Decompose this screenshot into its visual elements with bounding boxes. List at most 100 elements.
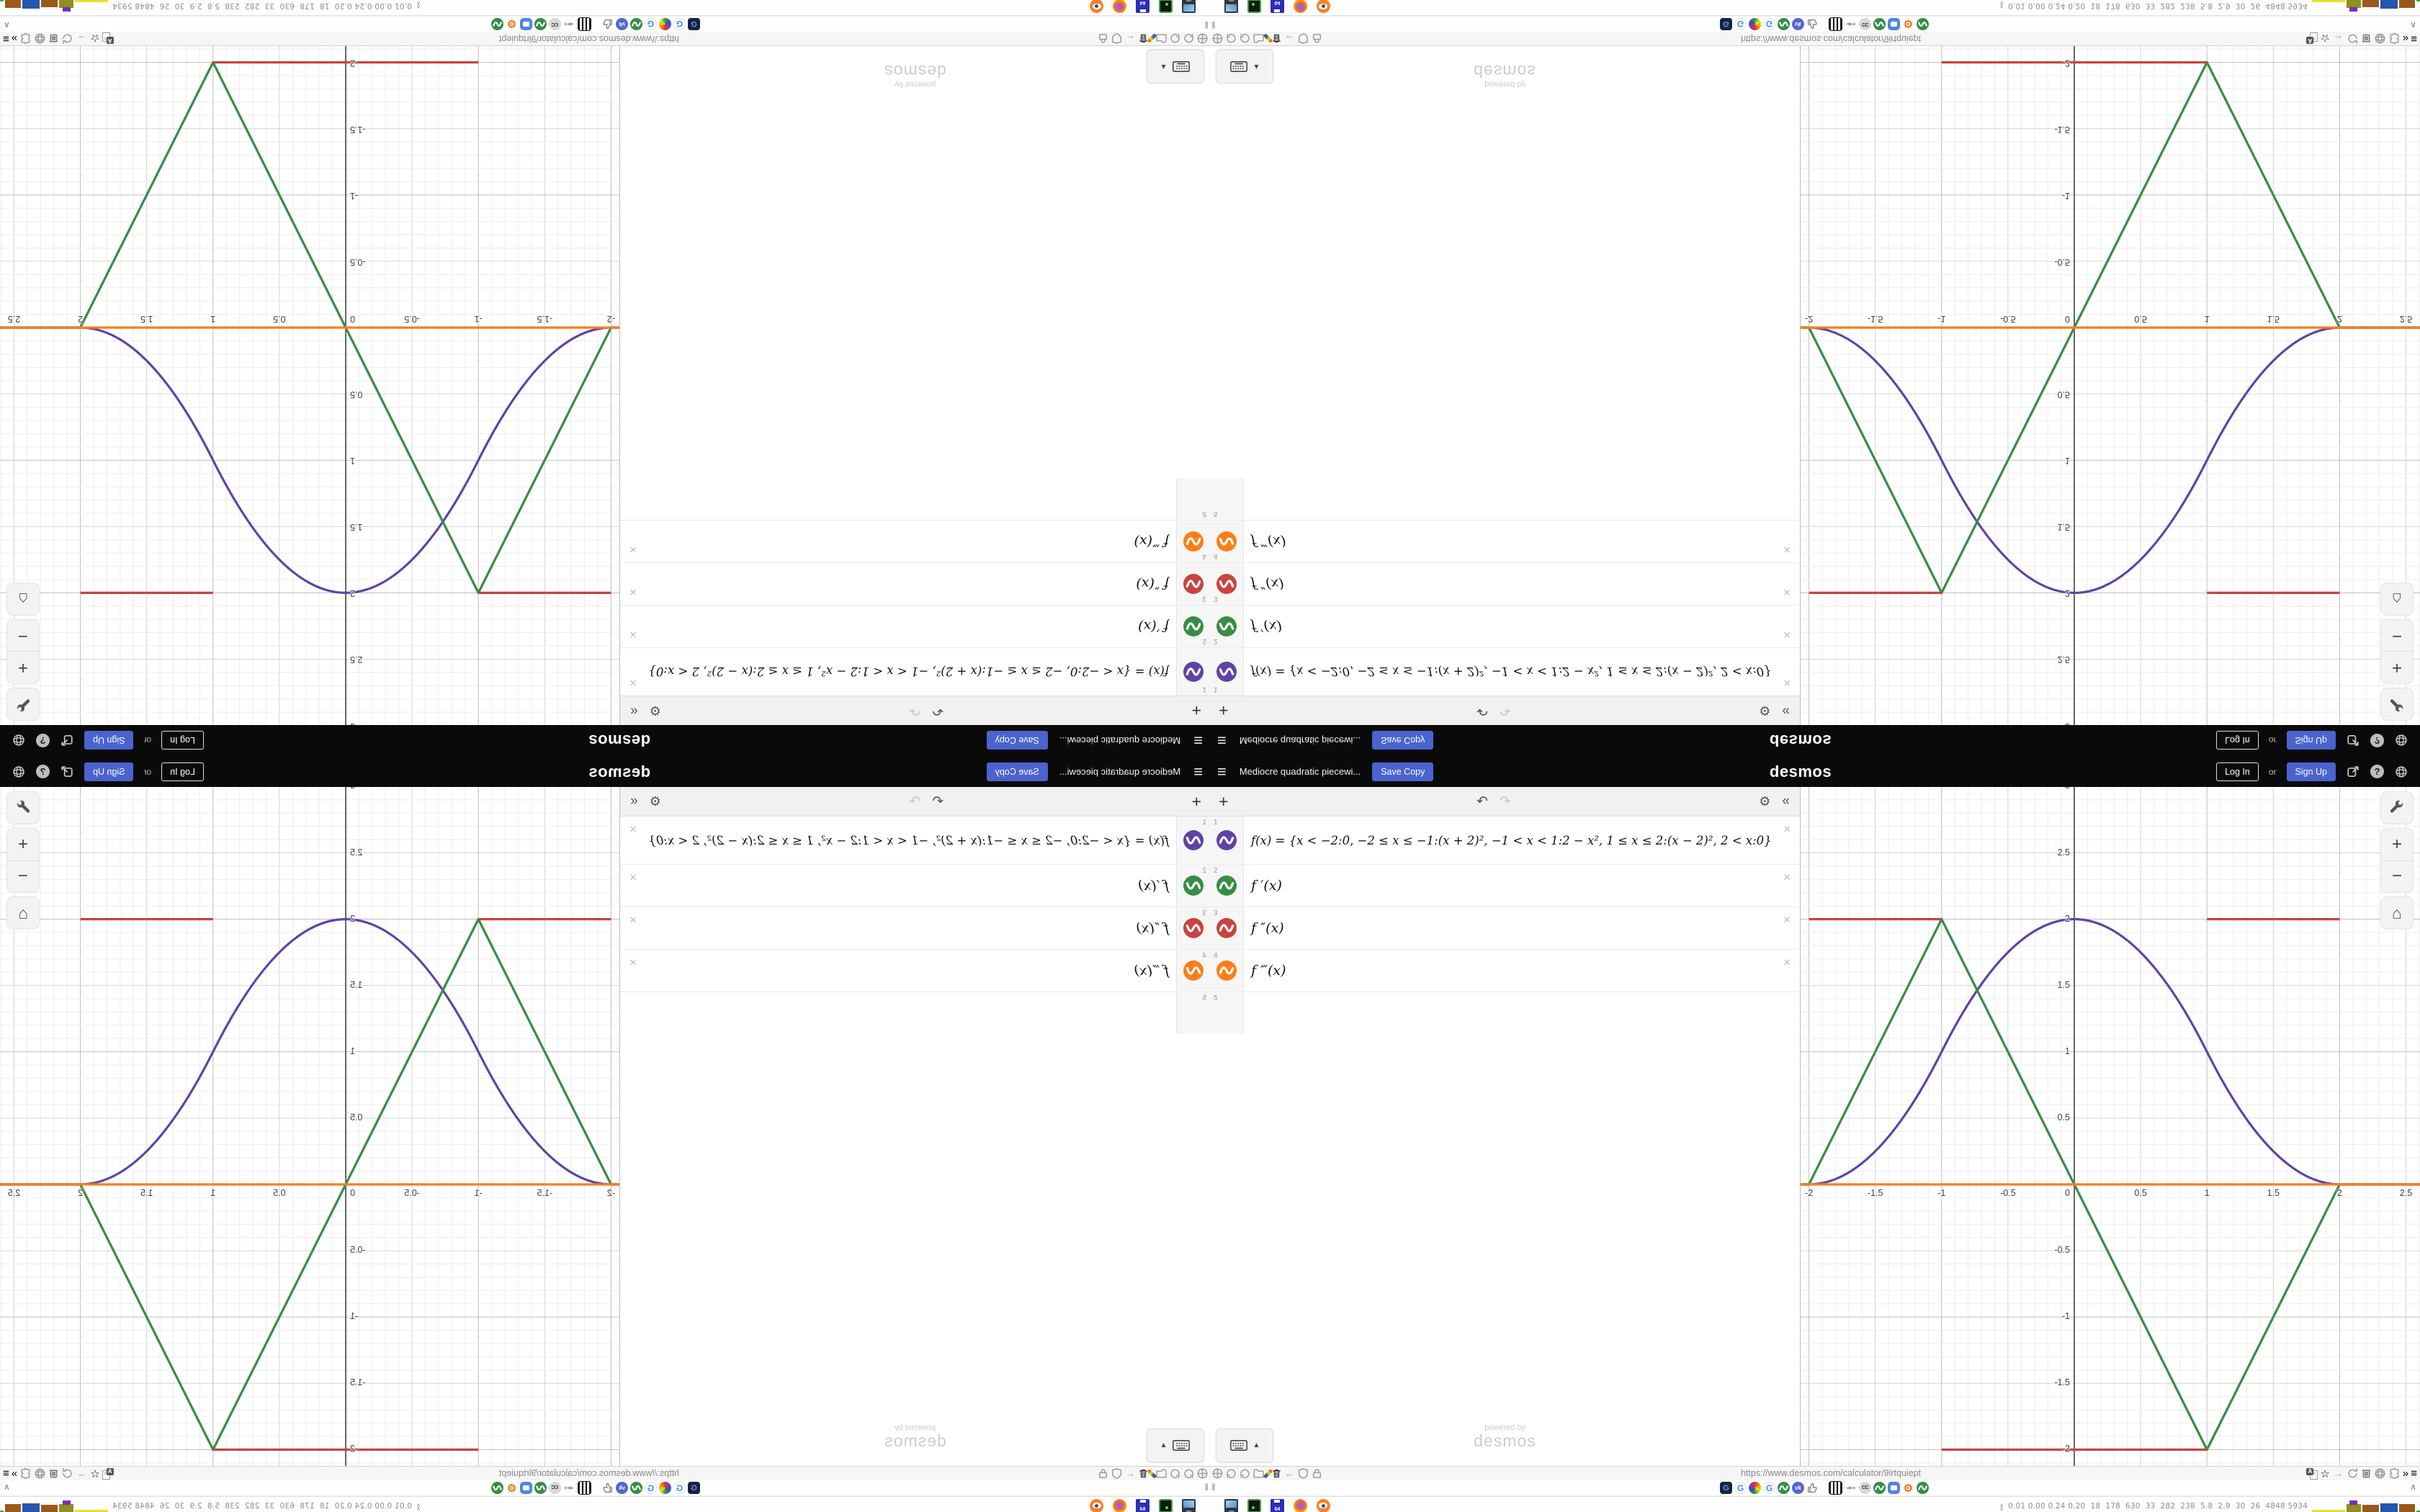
row-gutter[interactable]: 2 — [1210, 865, 1244, 906]
drive-icon[interactable] — [1247, 0, 1261, 14]
graph-settings-button[interactable] — [7, 792, 39, 824]
desmos-icon[interactable] — [534, 1482, 547, 1494]
desmos-icon[interactable] — [1873, 1482, 1886, 1494]
color-wheel-icon[interactable] — [659, 1482, 671, 1494]
forward-arrow-icon[interactable]: → — [77, 33, 87, 44]
add-expression-button[interactable]: + — [1191, 701, 1201, 721]
redo-button[interactable]: ↷ — [909, 793, 921, 809]
forward-arrow-icon[interactable]: → — [77, 1468, 87, 1479]
share-icon[interactable] — [2346, 734, 2360, 748]
curve-style-icon[interactable] — [1216, 662, 1237, 682]
expression-latex[interactable]: f ″(x) — [1251, 576, 1284, 592]
monitor-icon[interactable] — [1224, 0, 1238, 14]
graph-settings-button[interactable] — [7, 688, 39, 720]
redo-button[interactable]: ↷ — [909, 703, 921, 719]
fish-icon[interactable] — [1845, 18, 1857, 30]
curve-style-icon[interactable] — [1216, 960, 1237, 981]
desmos-icon[interactable] — [1917, 1482, 1929, 1494]
expression-latex[interactable]: f ″(x) — [1136, 920, 1169, 936]
help-icon[interactable]: ? — [2370, 734, 2384, 747]
caret-up-icon[interactable]: ∧ — [2410, 20, 2416, 30]
curve-style-icon[interactable] — [1216, 574, 1237, 594]
history-icon[interactable] — [1239, 1467, 1251, 1480]
edit-list-gear-icon[interactable]: ⚙ — [649, 703, 661, 719]
close-icon[interactable]: × — [629, 822, 637, 836]
forward-arrow-icon[interactable]: → — [2333, 33, 2343, 44]
cc-icon[interactable]: CC — [549, 18, 561, 30]
trash-icon[interactable] — [1271, 33, 1282, 44]
thumbs-up-icon[interactable] — [1806, 18, 1819, 30]
row-gutter[interactable]: 4 — [1210, 521, 1244, 562]
history-icon[interactable] — [1183, 32, 1195, 45]
jar-icon[interactable] — [48, 1468, 59, 1479]
expression-row[interactable]: 1 f(x) = {x < −2:0, −2 ≤ x ≤ −1:(x + 2)²… — [1210, 647, 1800, 696]
globe-icon[interactable] — [12, 734, 26, 748]
monitor-icon[interactable] — [1224, 1498, 1238, 1512]
puzzle-icon[interactable] — [2388, 1467, 2401, 1480]
globe-icon[interactable] — [2394, 734, 2408, 748]
row-gutter[interactable]: 3 — [1210, 563, 1244, 605]
collapse-panel-button[interactable]: « — [1782, 793, 1790, 809]
shield-icon[interactable] — [1297, 1467, 1309, 1480]
close-icon[interactable]: × — [1783, 628, 1791, 642]
star-icon[interactable]: ☆ — [2320, 1467, 2330, 1480]
expression-row[interactable]: 3 f ″(x) × — [1210, 562, 1800, 605]
history-icon[interactable] — [1225, 32, 1237, 45]
shield-icon[interactable] — [1111, 1467, 1123, 1480]
expression-row[interactable]: 2 f ′(x) × — [1210, 605, 1800, 647]
expression-latex[interactable]: f ′(x) — [1138, 878, 1169, 894]
share-icon[interactable] — [60, 734, 74, 748]
url-text[interactable]: https://www.desmos.com/calculator/9lrtqu… — [1741, 1468, 1922, 1478]
history-icon[interactable] — [1239, 32, 1251, 45]
expression-row[interactable]: 2 f ′(x) × — [620, 605, 1210, 647]
home-button[interactable]: ⌂ — [2381, 897, 2413, 929]
save-copy-button[interactable]: Save Copy — [1372, 731, 1434, 750]
caret-up-icon[interactable]: ∧ — [4, 1482, 10, 1492]
curve-style-icon[interactable] — [1183, 830, 1204, 850]
zoom-out-button[interactable]: − — [18, 866, 29, 886]
google-icon[interactable]: G — [1763, 18, 1775, 30]
url-text[interactable]: https://www.desmos.com/calculator/9lrtqu… — [498, 1468, 679, 1478]
row-gutter[interactable]: 1 — [1176, 816, 1210, 864]
barrel-icon[interactable] — [1829, 17, 1842, 31]
forward-arrow-icon[interactable]: → — [2333, 1468, 2343, 1479]
edit-list-gear-icon[interactable]: ⚙ — [649, 793, 661, 809]
desmos-icon[interactable] — [1778, 18, 1790, 30]
zoom-out-button[interactable]: − — [2391, 626, 2402, 646]
jar-icon[interactable] — [48, 33, 59, 44]
menu-icon[interactable]: ≡ — [3, 1467, 9, 1480]
drive-icon[interactable] — [1159, 0, 1173, 14]
color-wheel-icon[interactable] — [659, 18, 671, 30]
row-gutter[interactable]: 4 — [1176, 950, 1210, 991]
thumbs-up-icon[interactable] — [601, 18, 614, 30]
row-gutter[interactable]: 1 — [1210, 816, 1244, 864]
gimp-icon[interactable]: G — [688, 1482, 700, 1494]
vk-icon[interactable]: vk — [1792, 1482, 1804, 1494]
curve-style-icon[interactable] — [1183, 662, 1204, 682]
cc-icon[interactable]: CC — [549, 1482, 561, 1494]
expression-row[interactable]: 4 f ‴(x) × — [620, 950, 1210, 992]
expression-latex[interactable]: f(x) = {x < −2:0, −2 ≤ x ≤ −1:(x + 2)², … — [648, 665, 1169, 679]
empty-expression-row[interactable]: 5 — [1210, 478, 1800, 520]
gimp-icon[interactable]: G — [688, 18, 700, 30]
google-icon[interactable]: G — [1734, 18, 1747, 30]
curve-style-icon[interactable] — [1183, 574, 1204, 594]
reload-icon[interactable] — [2347, 1467, 2359, 1480]
menu-icon[interactable]: ≡ — [2411, 32, 2417, 45]
menu-icon[interactable]: ≡ — [3, 32, 9, 45]
google-icon[interactable]: G — [673, 18, 686, 30]
graph-paper[interactable]: -2 -1.5 -1 -0.5 0.5 1 1.5 2 2.5 3 2.5 2 1.5 1 0.5 -0.5 -… — [1801, 787, 2420, 1466]
trash-icon[interactable] — [1138, 1468, 1149, 1479]
drive-icon[interactable] — [1247, 1498, 1261, 1512]
zoom-in-button[interactable]: + — [2391, 658, 2402, 678]
save-copy-button[interactable]: Save Copy — [986, 762, 1048, 781]
close-icon[interactable]: × — [629, 628, 637, 642]
caret-up-icon[interactable]: ∧ — [2410, 1482, 2416, 1492]
curve-style-icon[interactable] — [1216, 876, 1237, 896]
sphere-icon[interactable] — [34, 1467, 46, 1480]
globe-icon[interactable] — [1211, 1467, 1224, 1480]
close-icon[interactable]: × — [629, 913, 637, 927]
graph-paper[interactable]: -2 -1.5 -1 -0.5 0.5 1 1.5 2 2.5 3 2.5 2 1.5 1 0.5 -0.5 -… — [0, 787, 619, 1466]
close-icon[interactable]: × — [1783, 585, 1791, 599]
